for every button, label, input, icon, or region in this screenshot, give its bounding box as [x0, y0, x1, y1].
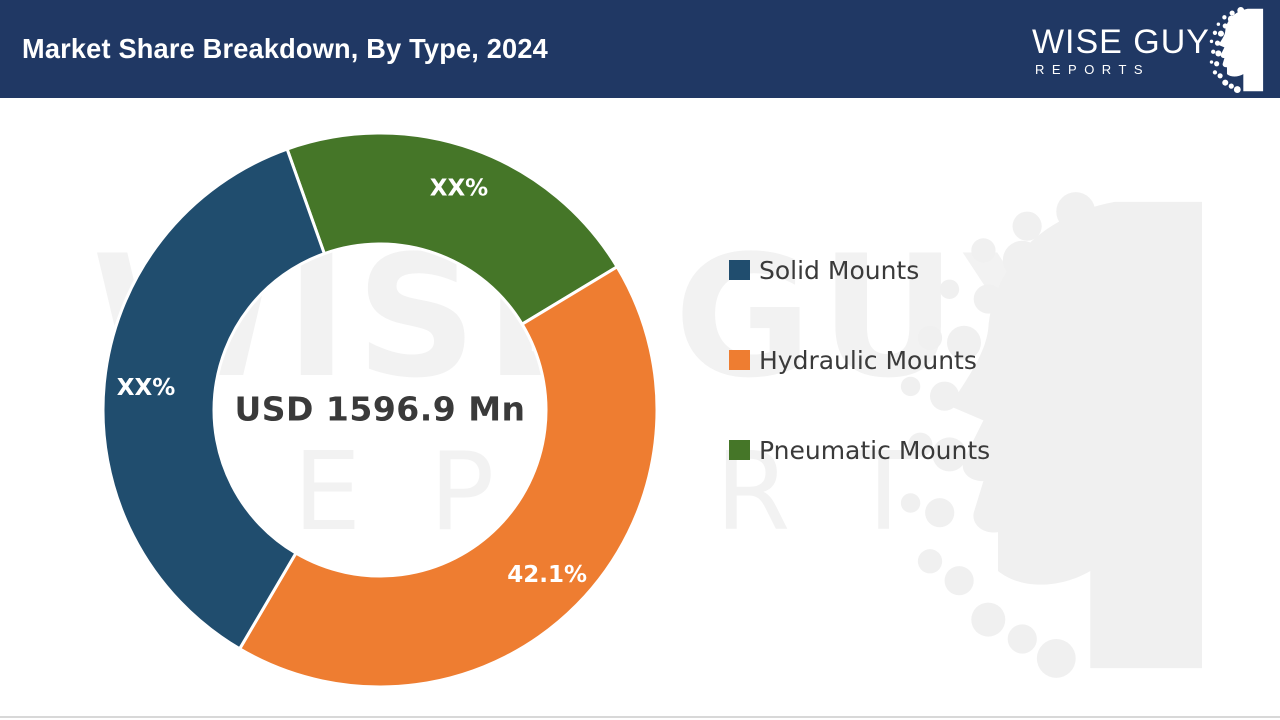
header: Market Share Breakdown, By Type, 2024 WI…: [0, 0, 1280, 98]
legend-swatch-pneumatic-mounts: [729, 440, 750, 460]
logo-subtitle: REPORTS: [1034, 61, 1151, 77]
legend-item-solid-mounts: Solid Mounts: [729, 255, 920, 285]
donut-slice-pneumatic-mounts: [285, 131, 619, 326]
logo-text: WISE GUY REPORTS: [1032, 24, 1210, 77]
wiseguy-logo: WISE GUY REPORTS: [1032, 6, 1264, 94]
legend-swatch-hydraulic-mounts: [729, 350, 750, 370]
slice-label-pneumatic-mounts: XX%: [430, 176, 489, 202]
donut-slice-solid-mounts: [101, 147, 326, 651]
slice-label-solid-mounts: XX%: [117, 375, 176, 401]
legend-swatch-solid-mounts: [729, 260, 750, 280]
wiseguy-face-icon: [1209, 7, 1264, 93]
slice-label-hydraulic-mounts: 42.1%: [507, 562, 587, 588]
logo-wordmark: WISE GUY: [1031, 22, 1210, 61]
donut-slice-hydraulic-mounts: [238, 265, 659, 689]
donut-center-value: USD 1596.9 Mn: [234, 389, 526, 429]
page-title: Market Share Breakdown, By Type, 2024: [22, 33, 548, 64]
legend-label: Solid Mounts: [759, 255, 920, 285]
legend-label: Pneumatic Mounts: [759, 435, 991, 465]
legend-label: Hydraulic Mounts: [759, 345, 977, 375]
bottom-border-line: [0, 716, 1280, 718]
legend-item-pneumatic-mounts: Pneumatic Mounts: [729, 435, 991, 465]
legend-item-hydraulic-mounts: Hydraulic Mounts: [729, 345, 977, 375]
